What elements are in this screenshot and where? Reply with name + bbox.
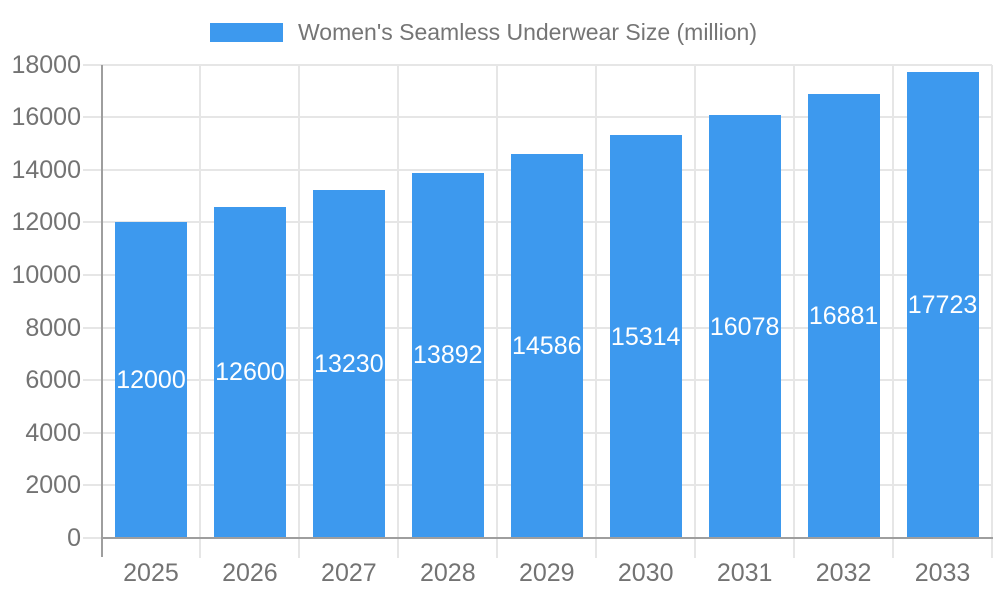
bar bbox=[708, 115, 781, 538]
x-axis-label: 2030 bbox=[617, 559, 674, 587]
y-axis-label: 12000 bbox=[11, 208, 81, 237]
v-gridline bbox=[397, 64, 400, 558]
bar-value-label: 13230 bbox=[314, 349, 384, 378]
v-gridline bbox=[991, 64, 993, 558]
x-axis-label: 2033 bbox=[914, 559, 971, 587]
bar-value-label: 16881 bbox=[808, 301, 879, 330]
y-axis-label: 2000 bbox=[25, 471, 81, 500]
bar bbox=[906, 71, 979, 538]
y-axis-label: 4000 bbox=[25, 418, 81, 447]
v-gridline bbox=[694, 64, 697, 558]
y-axis-label: 14000 bbox=[11, 155, 81, 184]
x-axis-label: 2031 bbox=[716, 559, 773, 587]
bar-value-label: 12000 bbox=[116, 366, 186, 395]
x-axis-label: 2027 bbox=[321, 559, 377, 587]
bar-value-label: 15314 bbox=[610, 322, 681, 351]
h-gridline bbox=[83, 116, 992, 119]
v-gridline bbox=[298, 64, 301, 558]
x-axis-line bbox=[100, 537, 993, 539]
bar-value-label: 17723 bbox=[907, 290, 978, 319]
bar-value-label: 13892 bbox=[413, 341, 483, 370]
y-axis-label: 10000 bbox=[11, 260, 81, 289]
bar-value-label: 16078 bbox=[709, 312, 780, 341]
y-axis-label: 6000 bbox=[25, 366, 81, 395]
x-axis-label: 2028 bbox=[419, 559, 476, 587]
x-axis-label: 2025 bbox=[123, 559, 179, 587]
chart-legend: Women's Seamless Underwear Size (million… bbox=[210, 18, 758, 45]
bar bbox=[510, 154, 583, 538]
v-gridline bbox=[595, 64, 598, 558]
y-axis-label: 18000 bbox=[11, 50, 81, 79]
legend-series-label: Women's Seamless Underwear Size (million… bbox=[298, 18, 758, 45]
y-axis-label: 0 bbox=[67, 524, 81, 552]
bar bbox=[807, 93, 880, 538]
bar bbox=[213, 206, 286, 538]
y-axis-label: 16000 bbox=[11, 103, 81, 132]
bar bbox=[411, 172, 484, 538]
v-gridline bbox=[892, 64, 895, 558]
v-gridline bbox=[199, 64, 202, 558]
h-gridline bbox=[83, 63, 992, 66]
y-axis-label: 8000 bbox=[25, 313, 81, 342]
v-gridline bbox=[496, 64, 499, 558]
x-axis-label: 2026 bbox=[222, 559, 278, 587]
y-axis-line bbox=[100, 64, 103, 557]
y-tick bbox=[83, 537, 102, 539]
bar bbox=[114, 222, 187, 538]
v-gridline bbox=[793, 64, 796, 558]
bar bbox=[312, 189, 385, 538]
x-axis-label: 2029 bbox=[518, 559, 575, 587]
bar bbox=[609, 135, 682, 538]
bar-value-label: 14586 bbox=[511, 332, 582, 361]
x-axis-label: 2032 bbox=[815, 559, 872, 587]
legend-swatch bbox=[210, 22, 283, 42]
bar-value-label: 12600 bbox=[215, 358, 285, 387]
